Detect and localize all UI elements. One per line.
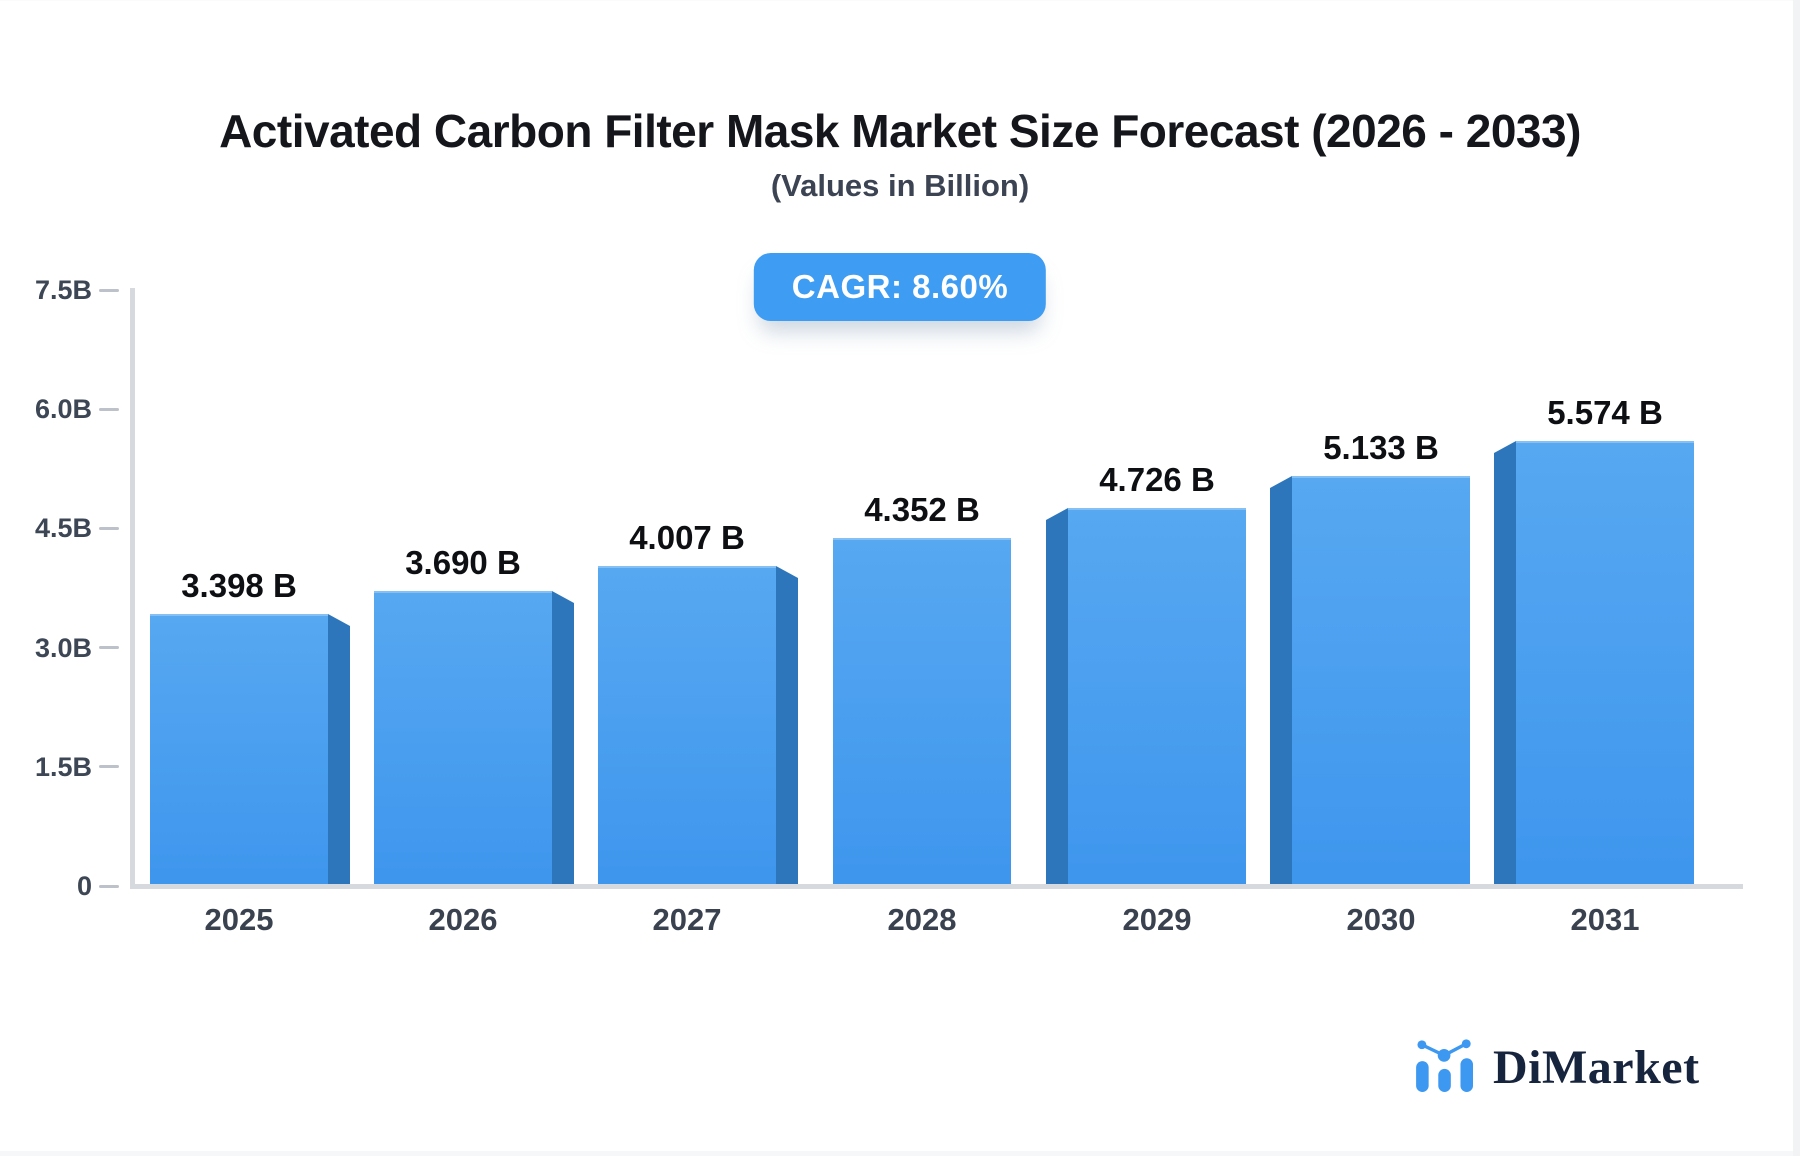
bar-value-label: 3.398 B [181,567,297,604]
y-axis-line [130,288,135,889]
bar-2031 [1516,441,1694,884]
y-tick-label: 0 [76,871,92,901]
bar-2029 [1068,508,1246,884]
x-axis-label-2027: 2027 [652,902,722,937]
x-axis-label-2026: 2026 [428,902,498,937]
bar-chart-icon [1416,1039,1473,1092]
x-axis-label-2031: 2031 [1570,902,1640,937]
x-axis-line [130,884,1743,889]
bar-value-label: 5.574 B [1547,394,1663,431]
bar-side-face-2030 [1270,476,1292,884]
dimarket-logo: DiMarket [1415,1038,1700,1092]
bar-2028 [833,538,1011,884]
y-tick-label: 3.0B [34,632,92,663]
y-tick-label: 4.5B [34,513,92,544]
bar-value-label: 4.726 B [1099,461,1215,498]
bar-value-label: 4.352 B [864,491,980,528]
y-tick-label: 7.5B [34,275,92,305]
x-axis-label-2029: 2029 [1122,902,1192,937]
chart-subtitle: (Values in Billion) [770,168,1030,203]
bar-side-face-2026 [552,591,574,884]
x-axis-label-2025: 2025 [204,902,274,937]
logo-text: DiMarket [1493,1041,1700,1094]
bar-side-face-2031 [1494,441,1516,884]
bar-value-label: 3.690 B [405,544,521,581]
y-tick-mark [99,526,119,530]
bar-side-face-2029 [1046,508,1068,884]
bar-value-label: 4.007 B [629,519,745,556]
bar-2030 [1292,476,1470,884]
chart-title: Activated Carbon Filter Mask Market Size… [219,105,1581,157]
bar-side-face-2025 [328,614,350,884]
bar-2026 [374,591,552,884]
cagr-badge: CAGR: 8.60% [753,253,1047,321]
y-tick-mark [99,884,119,888]
y-tick-mark [99,407,119,411]
bar-side-face-2027 [776,566,798,884]
y-tick-mark [99,646,119,650]
x-axis-label-2030: 2030 [1346,902,1416,937]
bar-value-label: 5.133 B [1323,429,1439,466]
y-tick-mark [99,288,119,292]
y-tick-label: 6.0B [34,394,92,425]
y-tick-mark [99,765,119,769]
x-axis-label-2028: 2028 [887,902,957,937]
y-tick-label: 1.5B [34,751,92,782]
bar-2025 [150,614,328,884]
bar-2027 [598,566,776,884]
